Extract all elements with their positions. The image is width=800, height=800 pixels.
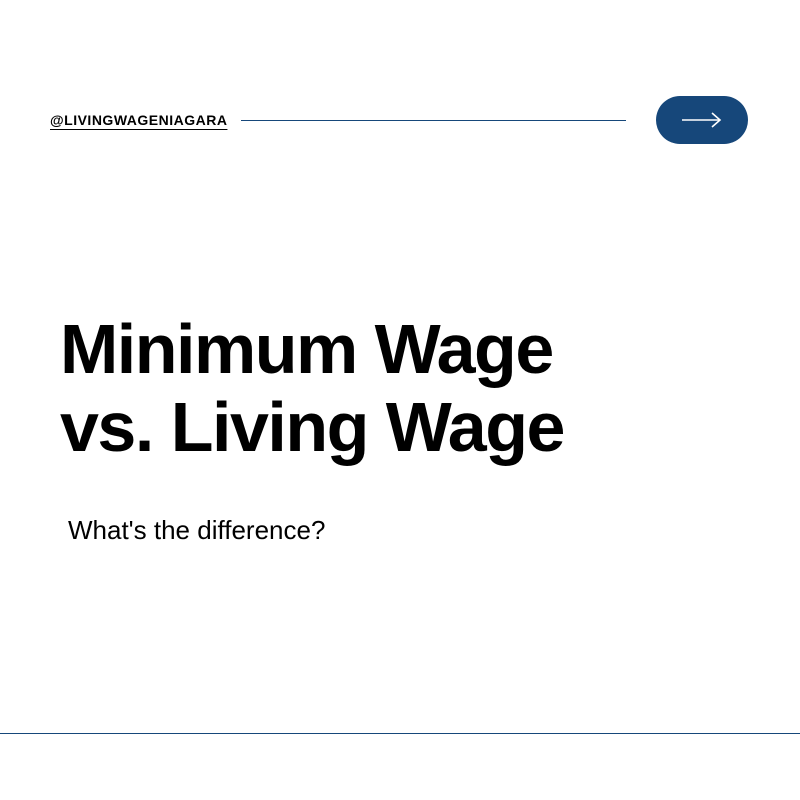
title-line-1: Minimum Wage — [60, 310, 553, 388]
page-title: Minimum Wage vs. Living Wage — [60, 310, 740, 467]
next-arrow-button[interactable] — [656, 96, 748, 144]
main-content: Minimum Wage vs. Living Wage What's the … — [60, 310, 740, 546]
header: @LIVINGWAGENIAGARA — [0, 96, 800, 144]
footer-divider — [0, 733, 800, 734]
page-subtitle: What's the difference? — [68, 515, 740, 546]
account-handle: @LIVINGWAGENIAGARA — [0, 112, 241, 128]
arrow-right-icon — [680, 111, 724, 129]
header-divider — [241, 120, 626, 121]
title-line-2: vs. Living Wage — [60, 388, 564, 466]
